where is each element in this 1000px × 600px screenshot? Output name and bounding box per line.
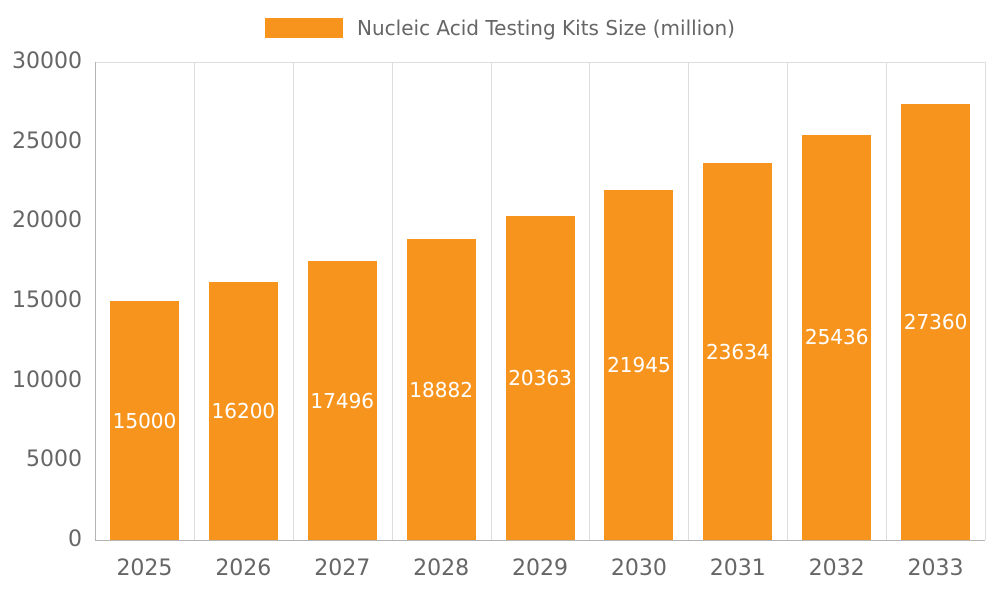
y-tick-label: 0 bbox=[68, 527, 82, 552]
bar-value-label: 16200 bbox=[211, 398, 276, 423]
grid-line-vertical bbox=[688, 62, 690, 540]
bar bbox=[505, 215, 575, 540]
bar bbox=[208, 281, 278, 540]
bar-value-label: 17496 bbox=[310, 388, 375, 413]
grid-line-top bbox=[95, 62, 985, 63]
bar bbox=[307, 261, 377, 540]
x-tick-label: 2029 bbox=[511, 556, 568, 581]
bar-value-label: 27360 bbox=[903, 310, 968, 335]
grid-line-vertical bbox=[292, 62, 294, 540]
x-tick-label: 2026 bbox=[215, 556, 272, 581]
y-tick-label: 20000 bbox=[12, 208, 82, 234]
bar-value-label: 20363 bbox=[508, 365, 572, 390]
bar bbox=[109, 301, 179, 540]
x-tick-label: 2032 bbox=[808, 556, 865, 581]
bar bbox=[802, 134, 872, 540]
bar-value-label: 25436 bbox=[804, 325, 869, 350]
bar-value-label: 21945 bbox=[607, 353, 671, 378]
bar-value-label: 23634 bbox=[705, 339, 770, 364]
grid-line-vertical bbox=[589, 62, 591, 540]
x-tick-label: 2030 bbox=[610, 556, 667, 581]
grid-line-vertical bbox=[490, 62, 492, 540]
bar bbox=[703, 163, 773, 540]
bar-value-label: 15000 bbox=[112, 408, 177, 433]
x-tick-label: 2025 bbox=[116, 556, 173, 581]
grid-line-vertical bbox=[193, 62, 195, 540]
grid-line-vertical bbox=[787, 62, 789, 540]
bar bbox=[604, 190, 674, 540]
x-tick-label: 2027 bbox=[314, 556, 371, 581]
x-tick-label: 2028 bbox=[413, 556, 470, 581]
x-tick-label: 2033 bbox=[907, 556, 964, 581]
y-tick-label: 5000 bbox=[26, 447, 82, 473]
legend[interactable]: Nucleic Acid Testing Kits Size (million) bbox=[0, 16, 1000, 40]
y-tick-label: 30000 bbox=[12, 49, 82, 74]
x-tick-label: 2031 bbox=[709, 556, 766, 581]
bar-value-label: 18882 bbox=[409, 377, 473, 402]
bar bbox=[901, 104, 971, 540]
x-axis-line bbox=[95, 540, 985, 541]
y-tick-label: 25000 bbox=[12, 128, 82, 154]
grid-line-vertical bbox=[391, 62, 393, 540]
grid-line-vertical bbox=[985, 62, 986, 540]
grid-line-vertical bbox=[886, 62, 888, 540]
y-tick-label: 15000 bbox=[12, 288, 82, 313]
legend-label: Nucleic Acid Testing Kits Size (million) bbox=[357, 16, 735, 40]
legend-swatch bbox=[265, 18, 344, 38]
bar bbox=[406, 239, 476, 540]
y-tick-label: 10000 bbox=[12, 367, 82, 393]
y-axis-line bbox=[95, 62, 96, 541]
